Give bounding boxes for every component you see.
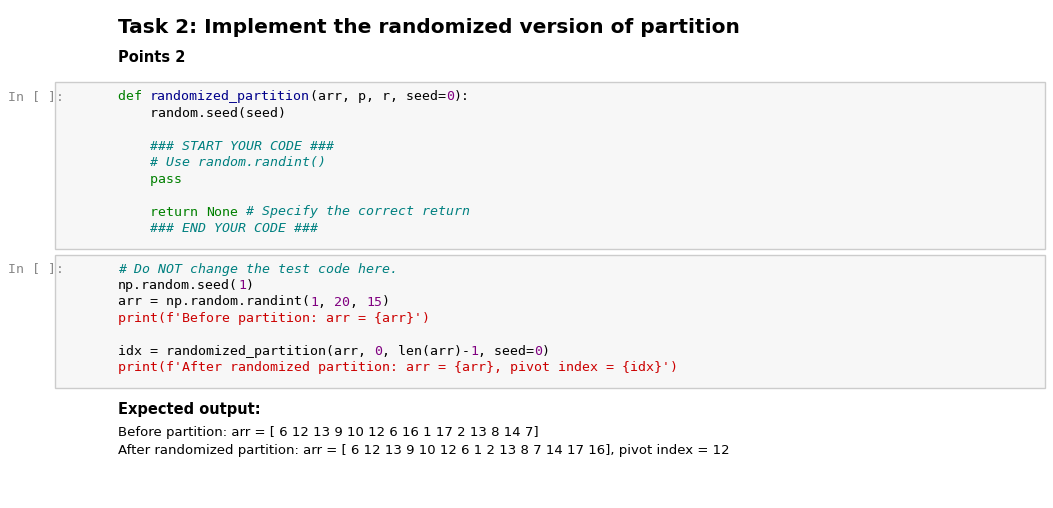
Text: ,: , xyxy=(318,296,334,308)
Text: 1: 1 xyxy=(470,345,478,358)
Text: 0: 0 xyxy=(446,90,454,103)
Text: 1: 1 xyxy=(310,296,318,308)
Text: After randomized partition: arr = [ 6 12 13 9 10 12 6 1 2 13 8 7 14 17 16], pivo: After randomized partition: arr = [ 6 12… xyxy=(118,444,730,457)
Text: ### END YOUR CODE ###: ### END YOUR CODE ### xyxy=(118,222,318,235)
Text: randomized_partition: randomized_partition xyxy=(150,90,310,103)
Text: ### START YOUR CODE ###: ### START YOUR CODE ### xyxy=(118,140,334,152)
Text: 1: 1 xyxy=(238,279,246,292)
Text: pass: pass xyxy=(118,173,182,185)
Text: 0: 0 xyxy=(374,345,382,358)
Text: arr = np.random.randint(: arr = np.random.randint( xyxy=(118,296,310,308)
Text: return: return xyxy=(118,206,206,218)
Text: def: def xyxy=(118,90,150,103)
Text: In [ ]:: In [ ]: xyxy=(8,90,64,103)
Text: # Specify the correct return: # Specify the correct return xyxy=(238,206,470,218)
Text: Points 2: Points 2 xyxy=(118,50,185,65)
Text: ,: , xyxy=(350,296,366,308)
Text: In [ ]:: In [ ]: xyxy=(8,263,64,275)
Text: 20: 20 xyxy=(334,296,350,308)
Text: Before partition: arr = [ 6 12 13 9 10 12 6 16 1 17 2 13 8 14 7]: Before partition: arr = [ 6 12 13 9 10 1… xyxy=(118,426,539,439)
FancyBboxPatch shape xyxy=(55,255,1045,388)
Text: idx = randomized_partition(arr,: idx = randomized_partition(arr, xyxy=(118,345,374,358)
Text: (arr, p, r, seed=: (arr, p, r, seed= xyxy=(310,90,446,103)
Text: # Do NOT change the test code here.: # Do NOT change the test code here. xyxy=(118,263,398,275)
Text: print(f'Before partition: arr = {arr}'): print(f'Before partition: arr = {arr}') xyxy=(118,312,430,325)
FancyBboxPatch shape xyxy=(55,82,1045,248)
Text: Task 2: Implement the randomized version of partition: Task 2: Implement the randomized version… xyxy=(118,18,740,37)
Text: ): ) xyxy=(542,345,550,358)
Text: 15: 15 xyxy=(366,296,382,308)
Text: print(f'After randomized partition: arr = {arr}, pivot index = {idx}'): print(f'After randomized partition: arr … xyxy=(118,362,678,374)
Text: Expected output:: Expected output: xyxy=(118,402,261,417)
Text: None: None xyxy=(206,206,238,218)
Text: np.random.seed(: np.random.seed( xyxy=(118,279,238,292)
Text: , seed=: , seed= xyxy=(478,345,534,358)
Text: ):: ): xyxy=(454,90,470,103)
Text: ): ) xyxy=(382,296,390,308)
Text: # Use random.randint(): # Use random.randint() xyxy=(118,156,326,169)
Text: random.seed(seed): random.seed(seed) xyxy=(118,107,286,119)
Text: ): ) xyxy=(246,279,254,292)
Text: 0: 0 xyxy=(534,345,542,358)
Text: , len(arr)-: , len(arr)- xyxy=(382,345,470,358)
